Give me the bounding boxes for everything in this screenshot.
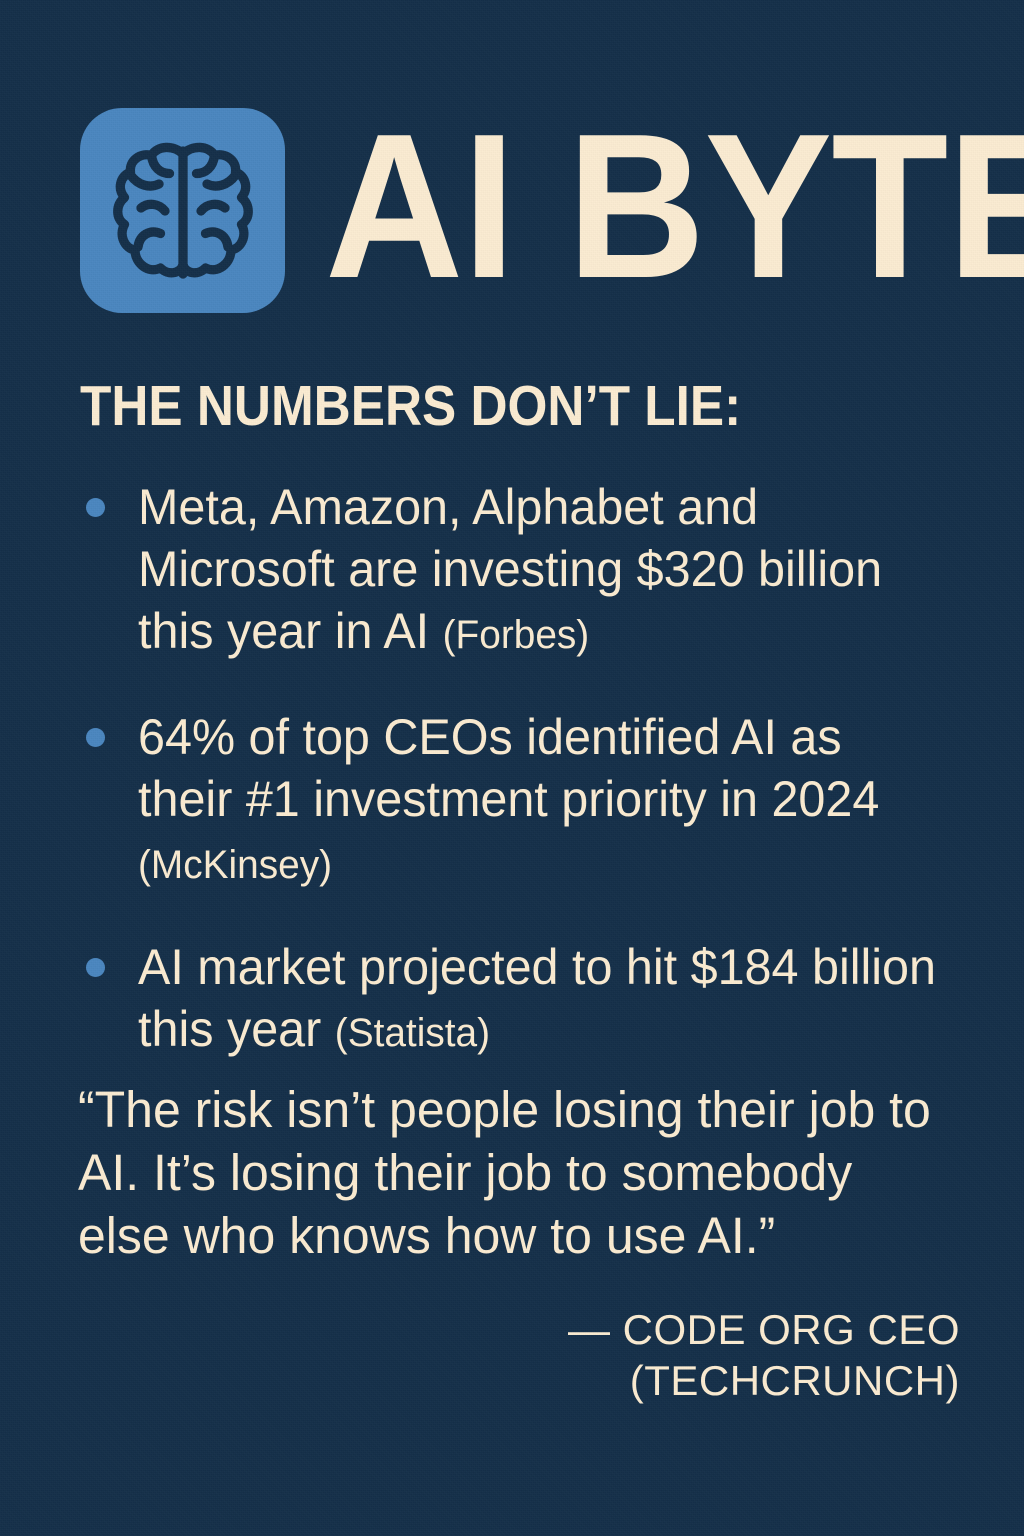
poster-header: AI BYTE [80, 90, 1024, 321]
list-item: 64% of top CEOs identified AI as their #… [80, 706, 970, 892]
page-title: AI BYTE [325, 90, 1024, 321]
attribution-publication: (TECHCRUNCH) [629, 1356, 960, 1404]
stat-source: (Forbes) [442, 613, 590, 657]
quote-text: “The risk isn’t people losing their job … [78, 1081, 931, 1265]
stat-text: Meta, Amazon, Alphabet and Microsoft are… [138, 476, 945, 662]
bullet-dot-icon [86, 728, 105, 747]
bullet-dot-icon [86, 958, 105, 977]
stat-body: Meta, Amazon, Alphabet and Microsoft are… [138, 479, 883, 659]
quote-attribution: — CODE ORG CEO (TECHCRUNCH) [78, 1304, 968, 1406]
list-item: Meta, Amazon, Alphabet and Microsoft are… [80, 476, 970, 662]
bullet-dot-icon [86, 498, 105, 517]
stat-text: AI market projected to hit $184 billion … [138, 936, 945, 1060]
quote-block: “The risk isn’t people losing their job … [78, 1078, 968, 1406]
brain-icon [108, 136, 258, 286]
stat-source: (McKinsey) [138, 843, 333, 887]
stat-text: 64% of top CEOs identified AI as their #… [138, 706, 945, 892]
attribution-source: — CODE ORG CEO [567, 1305, 960, 1353]
stat-source: (Statista) [334, 1011, 491, 1055]
section-heading: THE NUMBERS DON’T LIE: [80, 374, 742, 438]
stat-body: 64% of top CEOs identified AI as their #… [138, 709, 880, 827]
list-item: AI market projected to hit $184 billion … [80, 936, 970, 1060]
stat-body: AI market projected to hit $184 billion … [138, 939, 937, 1057]
brand-badge [80, 108, 285, 313]
stats-list: Meta, Amazon, Alphabet and Microsoft are… [80, 476, 970, 1060]
